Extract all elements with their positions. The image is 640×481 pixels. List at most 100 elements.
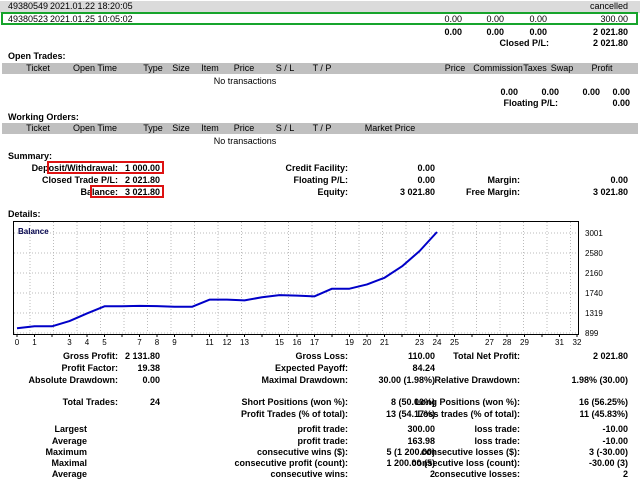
open-trades-empty-row: No transactions bbox=[0, 76, 640, 88]
stat-word: Largest bbox=[54, 424, 87, 434]
stats-row: Average consecutive wins: 2 consecutive los… bbox=[0, 469, 640, 481]
col-header-item: Item bbox=[201, 123, 219, 133]
stat-label: consecutive loss (count): bbox=[411, 458, 520, 468]
stat-value: 0.00 bbox=[417, 175, 435, 185]
col-header-type: Type bbox=[143, 63, 163, 73]
x-axis-tick-label: 0 bbox=[15, 338, 20, 347]
x-axis-tick-label: 28 bbox=[503, 338, 512, 347]
x-axis-tick-label: 1 bbox=[32, 338, 37, 347]
history-swap: 0.00 bbox=[529, 14, 547, 24]
x-axis-tick-label: 12 bbox=[223, 338, 232, 347]
col-header-market-price: Market Price bbox=[364, 123, 416, 133]
stat-value: 0.00 bbox=[610, 175, 628, 185]
stat-word: Maximal bbox=[51, 458, 87, 468]
x-axis-tick-label: 25 bbox=[450, 338, 459, 347]
col-header-s-l: S / L bbox=[275, 123, 295, 133]
stat-value: -30.00 (3) bbox=[588, 458, 628, 468]
stats-row: Gross Profit: 2 131.80 Gross Loss: 110.00 To… bbox=[0, 351, 640, 363]
stats-row: Total Trades: 24 Short Positions (won %): 8… bbox=[0, 397, 640, 409]
x-axis-tick-label: 31 bbox=[555, 338, 564, 347]
working-orders-header-row: Ticket Open Time Type Size Item Price S / L T /… bbox=[2, 123, 638, 134]
stat-label: Profit Factor: bbox=[61, 363, 118, 373]
x-axis-tick-label: 23 bbox=[415, 338, 424, 347]
stat-label: consecutive wins: bbox=[270, 469, 348, 479]
stat-value: 2 021.80 bbox=[592, 351, 628, 361]
stat-value: 3 (-30.00) bbox=[588, 447, 628, 457]
history-row[interactable]: 49380549 2021.01.22 18:20:05 cancelled bbox=[0, 1, 640, 13]
stat-label: Expected Payoff: bbox=[274, 363, 348, 373]
col-header-ticket: Ticket bbox=[26, 63, 50, 73]
col-header-s-l: S / L bbox=[275, 63, 295, 73]
x-axis-tick-label: 27 bbox=[485, 338, 494, 347]
stat-value: 300.00 bbox=[407, 424, 435, 434]
totals-commission: 0.00 bbox=[444, 27, 462, 37]
stat-value: -10.00 bbox=[602, 424, 628, 434]
stats-row: Profit Factor: 19.38 Expected Payoff: 84.24 bbox=[0, 363, 640, 375]
col-header-price: Price bbox=[444, 63, 466, 73]
stat-value: 0.00 bbox=[417, 163, 435, 173]
stat-label: Absolute Drawdown: bbox=[28, 375, 119, 385]
history-taxes: 0.00 bbox=[486, 14, 504, 24]
summary-row: Deposit/Withdrawal: 1 000.00 Credit Facili… bbox=[0, 163, 640, 175]
history-ticket: 49380549 bbox=[8, 1, 49, 11]
x-axis-tick-label: 11 bbox=[205, 338, 214, 347]
y-axis-tick-label: 899 bbox=[585, 329, 599, 338]
stat-label: Profit Trades (% of total): bbox=[240, 409, 348, 419]
summary-row: Balance: 3 021.80 Equity: 3 021.80 Free Marg… bbox=[0, 187, 640, 199]
stat-value: 2 021.80 bbox=[124, 175, 160, 185]
x-axis-tick-label: 17 bbox=[310, 338, 319, 347]
col-header-size: Size bbox=[172, 123, 190, 133]
history-commission: 0.00 bbox=[444, 14, 462, 24]
summary-heading: Summary: bbox=[8, 151, 53, 161]
x-axis-tick-label: 3 bbox=[67, 338, 72, 347]
y-axis-tick-label: 1319 bbox=[585, 309, 603, 318]
stat-value: 163.98 bbox=[407, 436, 435, 446]
col-header-item: Item bbox=[201, 63, 219, 73]
history-row[interactable]: 49380523 2021.01.25 10:05:02 0.00 0.00 0.00 3… bbox=[0, 14, 640, 26]
stat-label: Margin: bbox=[487, 175, 521, 185]
balance-chart: 3001 2580 2160 1740 1319 899 0 1 3 4 5 7 8 9 11 12 13 15 1… bbox=[13, 221, 640, 349]
history-ticket: 49380523 bbox=[8, 14, 49, 24]
x-axis-tick-label: 32 bbox=[573, 338, 582, 347]
col-header-swap: Swap bbox=[550, 63, 574, 73]
stats-row: Maximal consecutive profit (count): 1 200.… bbox=[0, 458, 640, 470]
x-axis-tick-label: 20 bbox=[363, 338, 372, 347]
stats-row: Profit Trades (% of total): 13 (54.17%) Lo… bbox=[0, 409, 640, 421]
x-axis-tick-label: 5 bbox=[102, 338, 107, 347]
stat-value: 13 (54.17%) bbox=[385, 409, 435, 419]
col-header-taxes: Taxes bbox=[523, 63, 547, 73]
col-header-ticket: Ticket bbox=[26, 123, 50, 133]
col-header-open-time: Open Time bbox=[72, 63, 118, 73]
ot-totals-swap: 0.00 bbox=[582, 87, 600, 97]
ot-totals-profit: 0.00 bbox=[612, 87, 630, 97]
stat-label: Short Positions (won %): bbox=[241, 397, 349, 407]
stat-word: Average bbox=[51, 469, 87, 479]
ot-totals-commission: 0.00 bbox=[500, 87, 518, 97]
closed-pl-value: 2 021.80 bbox=[592, 38, 628, 48]
stat-label: profit trade: bbox=[297, 436, 349, 446]
stat-value: 84.24 bbox=[412, 363, 435, 373]
stat-label: Total Trades: bbox=[62, 397, 118, 407]
stat-value: 1.98% (30.00) bbox=[571, 375, 628, 385]
col-header-price: Price bbox=[233, 63, 255, 73]
col-header-type: Type bbox=[143, 123, 163, 133]
working-orders-heading: Working Orders: bbox=[8, 112, 79, 122]
stat-label: Gross Profit: bbox=[62, 351, 118, 361]
chart-legend-balance: Balance bbox=[18, 227, 49, 236]
details-heading: Details: bbox=[8, 209, 41, 219]
stats-row: Maximum consecutive wins ($): 5 (1 200.00)… bbox=[0, 447, 640, 459]
stat-value: 19.38 bbox=[137, 363, 160, 373]
col-header-t-p: T / P bbox=[312, 63, 332, 73]
x-axis-tick-label: 8 bbox=[155, 338, 160, 347]
history-open-time: 2021.01.25 10:05:02 bbox=[50, 14, 133, 24]
x-axis-tick-label: 21 bbox=[380, 338, 389, 347]
stat-value: 3 021.80 bbox=[592, 187, 628, 197]
stat-value: 2 bbox=[429, 469, 435, 479]
closed-pl-row: Closed P/L: 2 021.80 bbox=[0, 38, 640, 50]
col-header-price: Price bbox=[233, 123, 255, 133]
floating-pl-label: Floating P/L: bbox=[503, 98, 559, 108]
history-open-time: 2021.01.22 18:20:05 bbox=[50, 1, 133, 11]
stat-value: 0.00 bbox=[142, 375, 160, 385]
x-axis-tick-label: 24 bbox=[433, 338, 442, 347]
